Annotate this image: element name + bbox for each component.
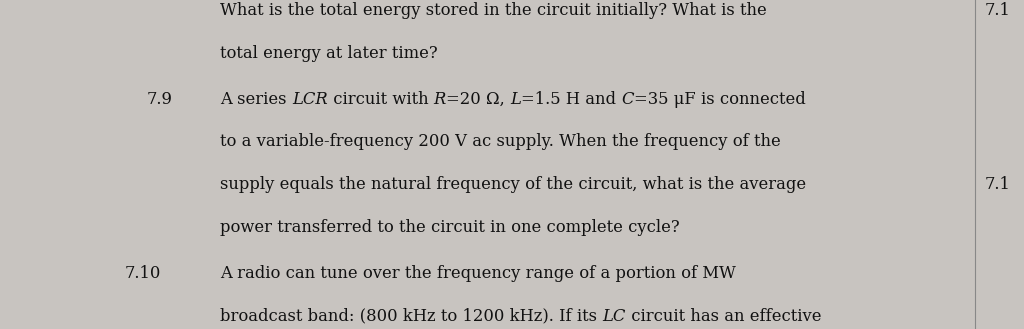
- Text: circuit has an effective: circuit has an effective: [626, 308, 821, 325]
- Text: supply equals the natural frequency of the circuit, what is the average: supply equals the natural frequency of t…: [220, 176, 806, 193]
- Text: C: C: [621, 90, 634, 108]
- Text: total energy at later time?: total energy at later time?: [220, 44, 438, 62]
- Text: circuit with: circuit with: [328, 90, 433, 108]
- Text: =20 Ω,: =20 Ω,: [445, 90, 510, 108]
- Text: =35 μF is connected: =35 μF is connected: [634, 90, 805, 108]
- Text: LCR: LCR: [292, 90, 328, 108]
- Text: 7.1: 7.1: [985, 176, 1011, 193]
- Text: to a variable-frequency 200 V ac supply. When the frequency of the: to a variable-frequency 200 V ac supply.…: [220, 133, 781, 150]
- Text: broadcast band: (800 kHz to 1200 kHz). If its: broadcast band: (800 kHz to 1200 kHz). I…: [220, 308, 602, 325]
- Text: R: R: [433, 90, 445, 108]
- Text: A radio can tune over the frequency range of a portion of MW: A radio can tune over the frequency rang…: [220, 265, 736, 282]
- Text: A series: A series: [220, 90, 292, 108]
- Text: What is the total energy stored in the circuit initially? What is the: What is the total energy stored in the c…: [220, 2, 767, 19]
- Text: LC: LC: [602, 308, 626, 325]
- Text: power transferred to the circuit in one complete cycle?: power transferred to the circuit in one …: [220, 219, 680, 236]
- Text: 7.10: 7.10: [125, 265, 162, 282]
- Text: =1.5 H and: =1.5 H and: [521, 90, 621, 108]
- Text: L: L: [510, 90, 521, 108]
- Text: 7.1: 7.1: [985, 2, 1011, 19]
- Text: 7.9: 7.9: [146, 90, 172, 108]
